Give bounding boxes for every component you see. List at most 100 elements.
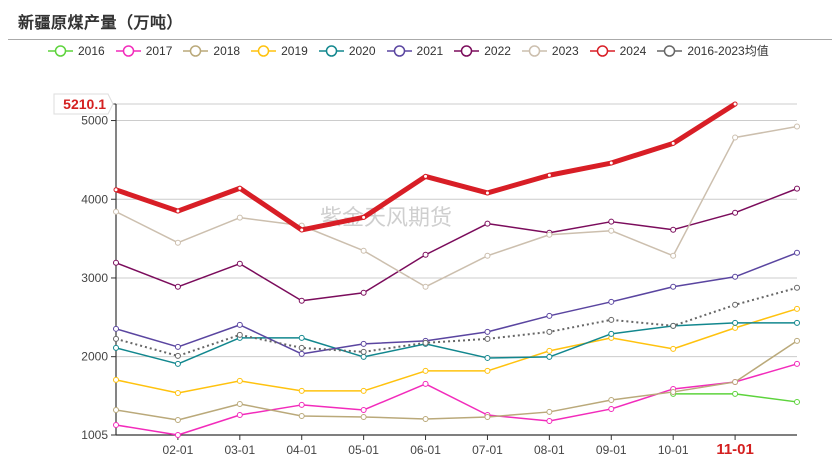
data-point[interactable]: [236, 412, 243, 419]
series-2024[interactable]: [113, 101, 738, 233]
data-point[interactable]: [732, 390, 739, 397]
data-point[interactable]: [484, 413, 491, 420]
data-point[interactable]: [361, 214, 367, 220]
data-point[interactable]: [174, 343, 181, 350]
data-point[interactable]: [608, 330, 615, 337]
data-point[interactable]: [175, 208, 181, 214]
series-2016-2023均值[interactable]: [113, 284, 800, 359]
data-point[interactable]: [113, 335, 119, 342]
data-point[interactable]: [608, 405, 615, 412]
data-point[interactable]: [298, 344, 305, 351]
series-2022[interactable]: [113, 185, 800, 304]
series-2019[interactable]: [113, 305, 800, 396]
data-point[interactable]: [174, 239, 181, 246]
data-point[interactable]: [546, 328, 553, 335]
data-point[interactable]: [794, 360, 800, 367]
data-point[interactable]: [794, 185, 800, 192]
legend-item[interactable]: 2017: [115, 44, 172, 58]
data-point[interactable]: [794, 319, 800, 326]
data-point[interactable]: [236, 321, 243, 328]
data-point[interactable]: [546, 347, 553, 354]
data-point[interactable]: [484, 328, 491, 335]
data-point[interactable]: [360, 413, 367, 420]
legend-item[interactable]: 2016: [48, 44, 105, 58]
data-point[interactable]: [360, 406, 367, 413]
data-point[interactable]: [113, 259, 119, 266]
data-point[interactable]: [298, 334, 305, 341]
data-point[interactable]: [732, 273, 739, 280]
data-point[interactable]: [236, 400, 243, 407]
legend-item[interactable]: 2018: [183, 44, 240, 58]
legend-item[interactable]: 2019: [251, 44, 308, 58]
data-point[interactable]: [794, 398, 800, 405]
data-point[interactable]: [174, 416, 181, 423]
data-point[interactable]: [423, 173, 429, 179]
data-point[interactable]: [113, 406, 119, 413]
data-point[interactable]: [484, 335, 491, 342]
data-point[interactable]: [794, 123, 800, 130]
data-point[interactable]: [670, 322, 677, 329]
data-point[interactable]: [174, 352, 181, 359]
data-point[interactable]: [732, 209, 739, 216]
data-point[interactable]: [732, 301, 739, 308]
data-point[interactable]: [422, 251, 429, 258]
data-point[interactable]: [360, 289, 367, 296]
data-point[interactable]: [608, 316, 615, 323]
data-point[interactable]: [546, 172, 552, 178]
data-point[interactable]: [670, 283, 677, 290]
data-point[interactable]: [174, 283, 181, 290]
data-point[interactable]: [422, 339, 429, 346]
data-point[interactable]: [113, 325, 119, 332]
data-point[interactable]: [174, 432, 181, 438]
data-point[interactable]: [422, 380, 429, 387]
data-point[interactable]: [546, 353, 553, 360]
data-point[interactable]: [236, 214, 243, 221]
data-point[interactable]: [360, 353, 367, 360]
data-point[interactable]: [670, 226, 677, 233]
legend-item[interactable]: 2020: [318, 44, 376, 58]
data-point[interactable]: [732, 324, 739, 331]
data-point[interactable]: [174, 389, 181, 396]
data-point[interactable]: [360, 348, 367, 355]
data-point[interactable]: [298, 387, 305, 394]
data-point[interactable]: [670, 140, 676, 146]
data-point[interactable]: [298, 297, 305, 304]
data-point[interactable]: [732, 134, 739, 141]
data-point[interactable]: [794, 284, 800, 291]
data-point[interactable]: [174, 360, 181, 367]
data-point[interactable]: [732, 319, 739, 326]
data-point[interactable]: [360, 247, 367, 254]
data-point[interactable]: [422, 415, 429, 422]
data-point[interactable]: [608, 396, 615, 403]
data-point[interactable]: [484, 252, 491, 259]
data-point[interactable]: [484, 220, 491, 227]
data-point[interactable]: [546, 408, 553, 415]
data-point[interactable]: [298, 401, 305, 408]
data-point[interactable]: [360, 387, 367, 394]
series-2021[interactable]: [113, 249, 800, 357]
data-point[interactable]: [608, 298, 615, 305]
data-point[interactable]: [484, 367, 491, 374]
data-point[interactable]: [113, 376, 119, 383]
data-point[interactable]: [546, 417, 553, 424]
data-point[interactable]: [732, 378, 739, 385]
data-point[interactable]: [794, 337, 800, 344]
legend-item[interactable]: 2016-2023均值: [657, 42, 769, 59]
data-point[interactable]: [360, 340, 367, 347]
data-point[interactable]: [608, 160, 614, 166]
data-point[interactable]: [484, 354, 491, 361]
legend-item[interactable]: 2021: [386, 44, 443, 58]
data-point[interactable]: [113, 344, 119, 351]
data-point[interactable]: [113, 187, 119, 193]
data-point[interactable]: [732, 101, 738, 107]
data-point[interactable]: [422, 367, 429, 374]
data-point[interactable]: [546, 231, 553, 238]
legend-item[interactable]: 2023: [521, 44, 579, 58]
data-point[interactable]: [608, 218, 615, 225]
data-point[interactable]: [236, 331, 243, 338]
data-point[interactable]: [670, 345, 677, 352]
data-point[interactable]: [546, 312, 553, 319]
data-point[interactable]: [670, 252, 677, 259]
data-point[interactable]: [236, 377, 243, 384]
series-2023[interactable]: [113, 123, 800, 290]
